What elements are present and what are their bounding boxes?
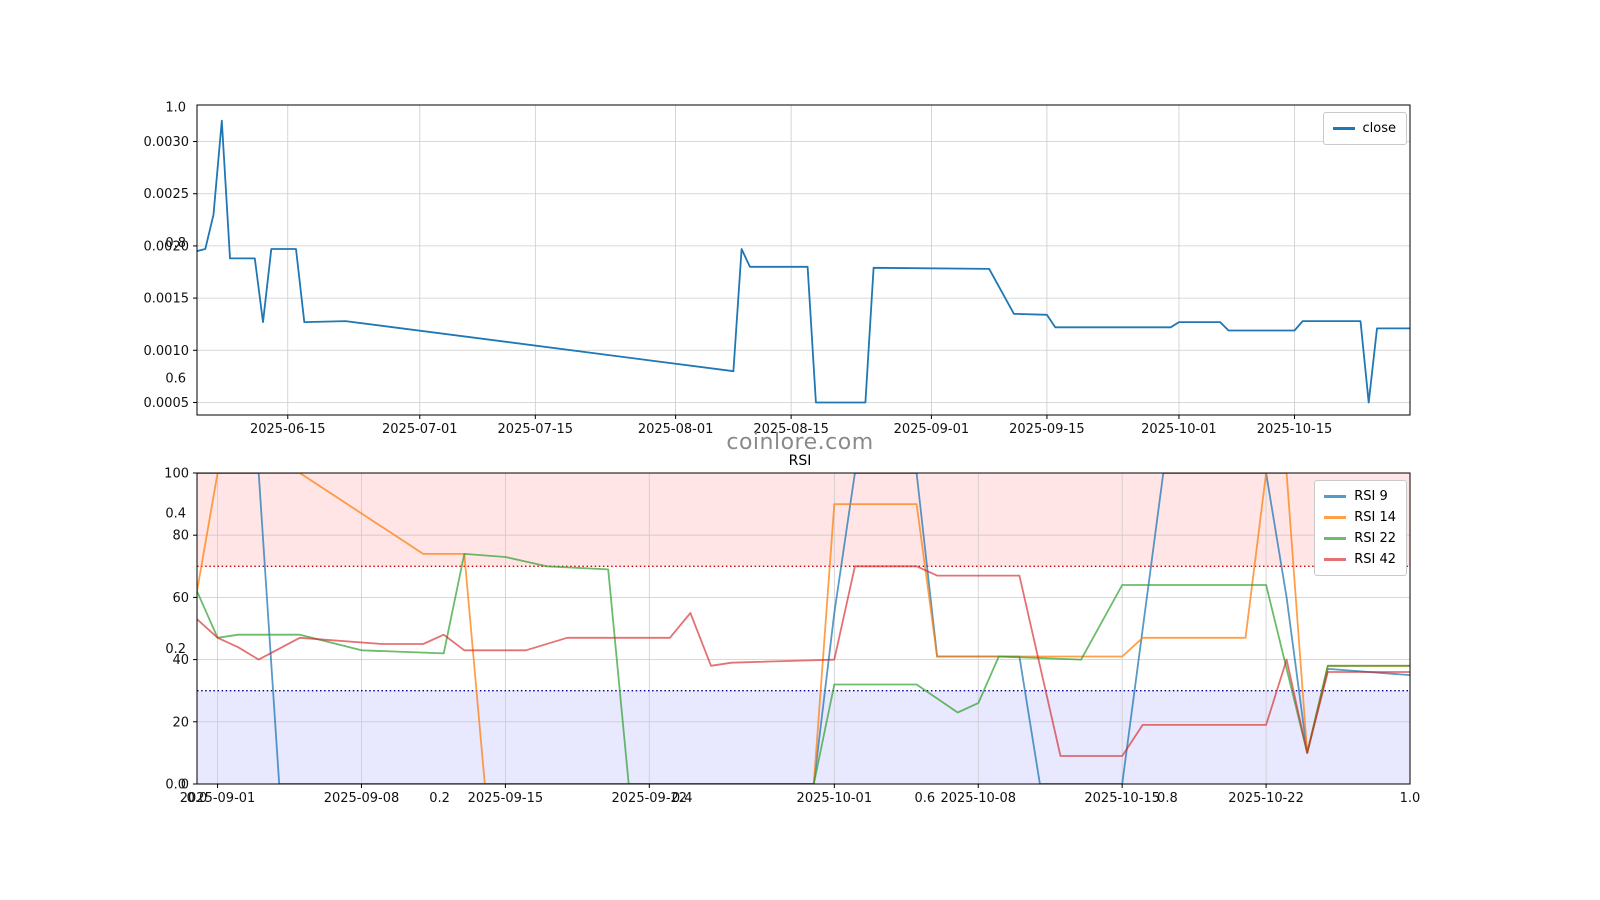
series-line-rsi-14: [197, 473, 1410, 784]
ghost-y-tick-label: 0.0: [165, 778, 186, 793]
x-tick-label: 2025-08-15: [753, 422, 829, 437]
y-tick-label: 20: [172, 715, 189, 730]
ghost-x-tick-label: 0.0: [187, 791, 208, 806]
x-tick-label: 2025-09-22: [612, 791, 688, 806]
x-tick-label: 2025-10-01: [797, 791, 873, 806]
ghost-y-tick-label: 0.2: [165, 642, 186, 657]
y-tick-label: 60: [172, 591, 189, 606]
y-tick-label: 0.0010: [144, 344, 190, 359]
rsi-panel-title: RSI: [788, 453, 812, 469]
series-line-rsi-42: [197, 565, 1410, 757]
axes-spine: [196, 104, 1411, 416]
x-tick-label: 2025-10-08: [940, 791, 1016, 806]
rsi9-line-swatch: [1324, 495, 1347, 498]
x-tick-label: 2025-07-15: [498, 422, 574, 437]
x-tick-label: 2025-09-15: [468, 791, 544, 806]
legend-label-rsi9: RSI 9: [1354, 489, 1388, 504]
ghost-y-tick-label: 0.6: [165, 371, 186, 386]
axes-spine: [196, 472, 1411, 785]
y-tick-label: 0.0025: [144, 187, 190, 202]
legend-close: close: [1322, 112, 1407, 145]
x-tick-label: 2025-10-15: [1084, 791, 1160, 806]
series-line-close: [197, 119, 1410, 404]
legend-label-rsi42: RSI 42: [1354, 552, 1396, 567]
legend-rsi: RSI 9 RSI 14 RSI 22 RSI 42: [1314, 480, 1407, 576]
legend-label-rsi14: RSI 14: [1354, 510, 1396, 525]
ghost-x-tick-label: 0.8: [1157, 791, 1178, 806]
close-line-swatch: [1332, 127, 1355, 130]
y-tick-label: 100: [164, 467, 189, 482]
legend-label-rsi22: RSI 22: [1354, 531, 1396, 546]
y-tick-label: 0: [181, 778, 189, 793]
x-tick-label: 2025-09-15: [1009, 422, 1085, 437]
x-tick-label: 2025-06-15: [250, 422, 326, 437]
threshold-band: [197, 473, 1410, 567]
x-tick-label: 2025-10-22: [1228, 791, 1304, 806]
legend-label-close: close: [1362, 121, 1396, 136]
y-tick-label: 80: [172, 529, 189, 544]
legend-row-rsi22: RSI 22: [1324, 528, 1396, 549]
x-tick-label: 2025-09-08: [324, 791, 400, 806]
x-tick-label: 2025-09-01: [894, 422, 970, 437]
rsi14-line-swatch: [1324, 516, 1347, 519]
threshold-band: [197, 690, 1410, 784]
x-tick-label: 2025-10-15: [1257, 422, 1333, 437]
ghost-y-tick-label: 0.8: [165, 236, 186, 251]
ghost-y-tick-label: 1.0: [165, 101, 186, 116]
x-tick-label: 2025-10-01: [1141, 422, 1217, 437]
rsi42-line-swatch: [1324, 558, 1347, 561]
y-tick-label: 0.0030: [144, 135, 190, 150]
rsi22-line-swatch: [1324, 537, 1347, 540]
ghost-y-tick-label: 0.4: [165, 507, 186, 522]
x-tick-label: 2025-08-01: [638, 422, 714, 437]
y-tick-label: 0.0015: [144, 292, 190, 307]
x-tick-label: 2025-07-01: [382, 422, 458, 437]
legend-row-rsi14: RSI 14: [1324, 507, 1396, 528]
y-tick-label: 40: [172, 653, 189, 668]
legend-row-rsi9: RSI 9: [1324, 486, 1396, 507]
ghost-x-tick-label: 1.0: [1400, 791, 1421, 806]
ghost-x-tick-label: 0.2: [429, 791, 450, 806]
ghost-x-tick-label: 0.4: [672, 791, 693, 806]
watermark-text: coinlore.com: [726, 430, 874, 455]
y-tick-label: 0.0020: [144, 239, 190, 254]
series-line-rsi-22: [197, 553, 1410, 784]
legend-row-close: close: [1332, 118, 1396, 139]
legend-row-rsi42: RSI 42: [1324, 549, 1396, 570]
y-tick-label: 0.0005: [144, 396, 190, 411]
x-tick-label: 2025-09-01: [180, 791, 256, 806]
ghost-x-tick-label: 0.6: [914, 791, 935, 806]
